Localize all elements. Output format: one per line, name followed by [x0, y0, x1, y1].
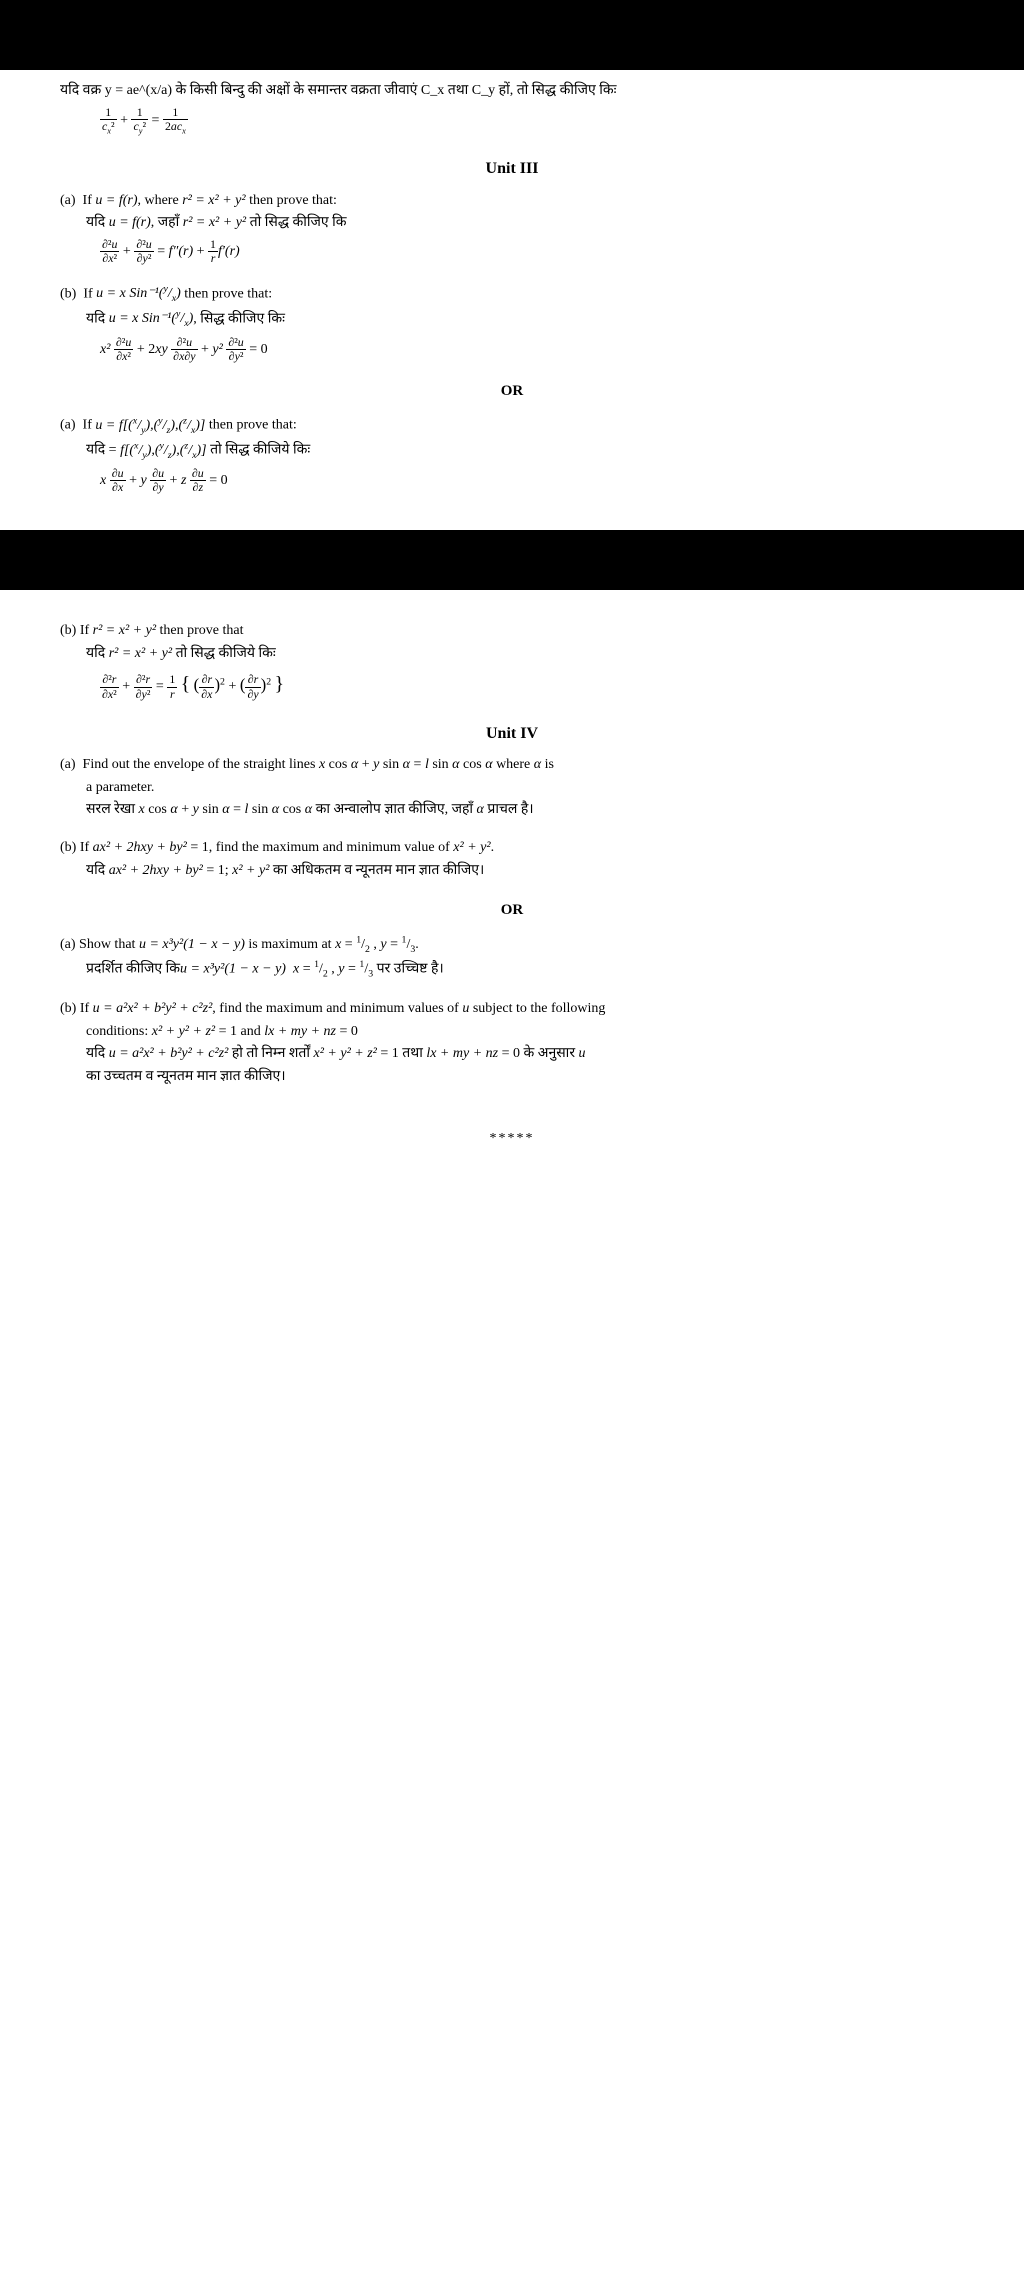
- unit3-qa-formula: ∂²u∂x² + ∂²u∂y² = f″(r) + 1rf′(r): [100, 238, 964, 265]
- unit4-qa-en-l2: a parameter.: [86, 777, 964, 799]
- top-question-text: यदि वक्र y = ae^(x/a) के किसी बिन्दु की …: [60, 83, 616, 98]
- bottom-whitespace: [0, 1170, 1024, 2070]
- unit4-qa-hi: सरल रेखा x cos α + y sin α = l sin α cos…: [86, 799, 964, 821]
- unit4-qa2-en: (a) Show that u = x³y²(1 − x − y) is max…: [60, 937, 419, 952]
- unit3-qb-hi: यदि u = x Sin⁻¹(y/x), सिद्ध कीजिए किः: [86, 307, 964, 332]
- unit4-qb-hi: यदि ax² + 2hxy + by² = 1; x² + y² का अधि…: [86, 860, 964, 882]
- unit3-qa2-en: (a) If u = f[(x/y),(y/z),(z/x)] then pro…: [60, 418, 297, 433]
- unit4-qb2-en-l1: (b) If u = a²x² + b²y² + c²z², find the …: [60, 1001, 605, 1016]
- unit4-qa2: (a) Show that u = x³y²(1 − x − y) is max…: [60, 932, 964, 982]
- unit4-or: OR: [60, 898, 964, 922]
- unit4-qb2-en-l2: conditions: x² + y² + z² = 1 and lx + my…: [86, 1021, 964, 1043]
- unit4-qb2: (b) If u = a²x² + b²y² + c²z², find the …: [60, 998, 964, 1088]
- unit4-qa2-hi: प्रदर्शित कीजिए किu = x³y²(1 − x − y) x …: [86, 957, 964, 982]
- unit3-qb: (b) If u = x Sin⁻¹(y/x) then prove that:…: [60, 282, 964, 363]
- mid-black-band: [0, 530, 1024, 590]
- unit3-qb2: (b) If r² = x² + y² then prove that यदि …: [60, 620, 964, 700]
- unit3-header: Unit III: [60, 156, 964, 182]
- unit3-qa: (a) If u = f(r), where r² = x² + y² then…: [60, 190, 964, 266]
- top-question: यदि वक्र y = ae^(x/a) के किसी बिन्दु की …: [60, 80, 964, 136]
- unit3-qb-en: (b) If u = x Sin⁻¹(y/x) then prove that:: [60, 286, 272, 301]
- end-stars: *****: [60, 1128, 964, 1150]
- unit3-qa-en: (a) If u = f(r), where r² = x² + y² then…: [60, 193, 337, 208]
- unit3-qa2-hi: यदि = f[(x/y),(y/z),(z/x)] तो सिद्ध कीजि…: [86, 438, 964, 463]
- unit3-qa-hi: यदि u = f(r), जहाँ r² = x² + y² तो सिद्ध…: [86, 212, 964, 234]
- page1-content: यदि वक्र y = ae^(x/a) के किसी बिन्दु की …: [0, 70, 1024, 530]
- unit4-header: Unit IV: [60, 721, 964, 747]
- top-black-band: [0, 0, 1024, 70]
- unit3-qa2: (a) If u = f[(x/y),(y/z),(z/x)] then pro…: [60, 413, 964, 494]
- unit4-qb: (b) If ax² + 2hxy + by² = 1, find the ma…: [60, 837, 964, 882]
- unit4-qb-en: (b) If ax² + 2hxy + by² = 1, find the ma…: [60, 840, 494, 855]
- unit4-qa: (a) Find out the envelope of the straigh…: [60, 754, 964, 821]
- unit3-qa2-formula: x ∂u∂x + y ∂u∂y + z ∂u∂z = 0: [100, 467, 964, 494]
- top-formula: 1cx² + 1cy² = 12acx: [100, 106, 964, 136]
- page2-content: (b) If r² = x² + y² then prove that यदि …: [0, 590, 1024, 1170]
- unit3-qb-formula: x² ∂²u∂x² + 2xy ∂²u∂x∂y + y² ∂²u∂y² = 0: [100, 336, 964, 363]
- unit3-qb2-en: (b) If r² = x² + y² then prove that: [60, 623, 244, 638]
- unit4-qb2-hi-l1: यदि u = a²x² + b²y² + c²z² हो तो निम्न श…: [86, 1043, 964, 1065]
- unit3-qb2-formula: ∂²r∂x² + ∂²r∂y² = 1r { (∂r∂x)2 + (∂r∂y)2…: [100, 669, 964, 700]
- unit3-qb2-hi: यदि r² = x² + y² तो सिद्ध कीजिये किः: [86, 643, 964, 665]
- unit3-or: OR: [60, 379, 964, 403]
- unit4-qa-en-l1: (a) Find out the envelope of the straigh…: [60, 757, 554, 772]
- unit4-qb2-hi-l2: का उच्चतम व न्यूनतम मान ज्ञात कीजिए।: [86, 1066, 964, 1088]
